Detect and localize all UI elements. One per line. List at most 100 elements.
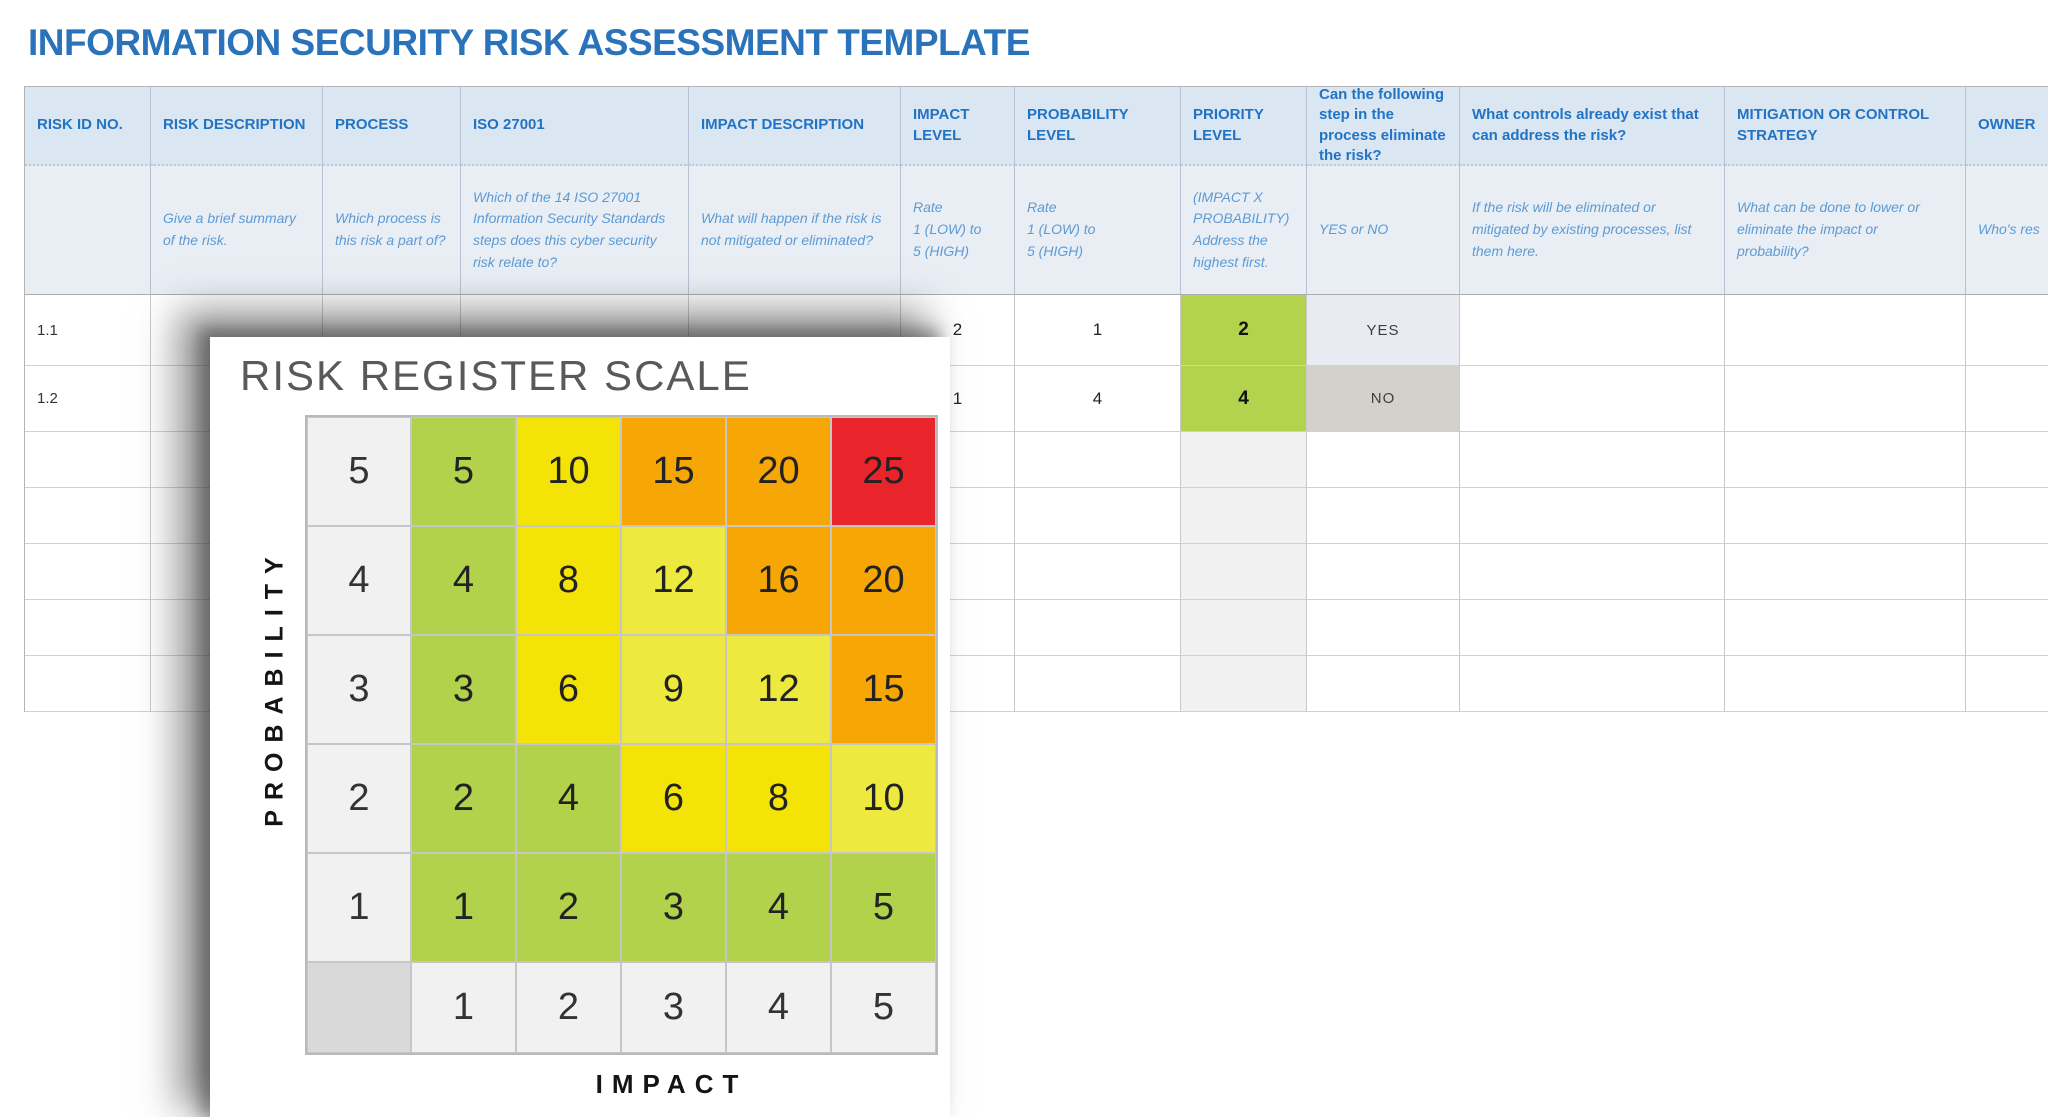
cell-owner[interactable] <box>1966 488 2048 544</box>
column-header-priority_level: PRIORITY LEVEL <box>1181 87 1307 166</box>
matrix-cell-p1-i4: 4 <box>726 853 831 962</box>
matrix-prob-header-5: 5 <box>307 417 411 526</box>
cell-mitigation_strategy[interactable] <box>1725 295 1966 366</box>
column-header-probability_level: PROBABILITY LEVEL <box>1015 87 1181 166</box>
page-title: INFORMATION SECURITY RISK ASSESSMENT TEM… <box>28 22 1030 63</box>
cell-probability_level[interactable] <box>1015 600 1181 656</box>
matrix-impact-axis-4: 4 <box>726 962 831 1053</box>
cell-owner[interactable] <box>1966 295 2048 366</box>
cell-priority_level[interactable]: 2 <box>1181 295 1307 366</box>
matrix-prob-header-2: 2 <box>307 744 411 853</box>
column-description-probability_level: Rate 1 (LOW) to 5 (HIGH) <box>1015 166 1181 295</box>
matrix-cell-p4-i4: 16 <box>726 526 831 635</box>
column-header-mitigation_strategy: MITIGATION OR CONTROL STRATEGY <box>1725 87 1966 166</box>
matrix-corner-cell <box>307 962 411 1053</box>
matrix-prob-header-3: 3 <box>307 635 411 744</box>
cell-mitigation_strategy[interactable] <box>1725 600 1966 656</box>
matrix-cell-p1-i5: 5 <box>831 853 936 962</box>
cell-priority_level[interactable] <box>1181 544 1307 600</box>
cell-existing_controls[interactable] <box>1460 544 1725 600</box>
matrix-impact-axis-2: 2 <box>516 962 621 1053</box>
cell-existing_controls[interactable] <box>1460 600 1725 656</box>
cell-risk_id[interactable] <box>25 656 151 712</box>
cell-probability_level[interactable] <box>1015 544 1181 600</box>
cell-mitigation_strategy[interactable] <box>1725 432 1966 488</box>
column-header-impact_description: IMPACT DESCRIPTION <box>689 87 901 166</box>
column-description-mitigation_strategy: What can be done to lower or eliminate t… <box>1725 166 1966 295</box>
cell-risk_id[interactable]: 1.1 <box>25 295 151 366</box>
cell-owner[interactable] <box>1966 600 2048 656</box>
cell-risk_id[interactable] <box>25 432 151 488</box>
column-header-existing_controls: What controls already exist that can add… <box>1460 87 1725 166</box>
column-description-priority_level: (IMPACT X PROBABILITY) Address the highe… <box>1181 166 1307 295</box>
matrix-impact-axis-3: 3 <box>621 962 726 1053</box>
cell-risk_id[interactable] <box>25 488 151 544</box>
cell-can_step_eliminate[interactable]: YES <box>1307 295 1460 366</box>
matrix-cell-p1-i3: 3 <box>621 853 726 962</box>
cell-mitigation_strategy[interactable] <box>1725 488 1966 544</box>
matrix-cell-p3-i3: 9 <box>621 635 726 744</box>
cell-can_step_eliminate[interactable]: NO <box>1307 366 1460 432</box>
cell-owner[interactable] <box>1966 432 2048 488</box>
cell-existing_controls[interactable] <box>1460 295 1725 366</box>
matrix-cell-p4-i1: 4 <box>411 526 516 635</box>
matrix-cell-p4-i3: 12 <box>621 526 726 635</box>
cell-risk_id[interactable]: 1.2 <box>25 366 151 432</box>
cell-owner[interactable] <box>1966 656 2048 712</box>
cell-can_step_eliminate[interactable] <box>1307 488 1460 544</box>
cell-can_step_eliminate[interactable] <box>1307 432 1460 488</box>
matrix-cell-p2-i2: 4 <box>516 744 621 853</box>
matrix-prob-header-4: 4 <box>307 526 411 635</box>
column-header-owner: OWNER <box>1966 87 2048 166</box>
risk-register-scale-title: RISK REGISTER SCALE <box>240 352 752 399</box>
column-description-risk_id <box>25 166 151 295</box>
matrix-cell-p1-i1: 1 <box>411 853 516 962</box>
column-header-risk_description: RISK DESCRIPTION <box>151 87 323 166</box>
cell-mitigation_strategy[interactable] <box>1725 366 1966 432</box>
risk-register-scale-panel: RISK REGISTER SCALE 5 5 10 15 20 25 4 4 8 12 16 20 3… <box>210 337 950 1117</box>
cell-priority_level[interactable] <box>1181 600 1307 656</box>
column-description-iso_27001: Which of the 14 ISO 27001 Information Se… <box>461 166 689 295</box>
cell-priority_level[interactable] <box>1181 432 1307 488</box>
cell-owner[interactable] <box>1966 366 2048 432</box>
cell-risk_id[interactable] <box>25 544 151 600</box>
cell-probability_level[interactable]: 1 <box>1015 295 1181 366</box>
cell-priority_level[interactable]: 4 <box>1181 366 1307 432</box>
column-description-impact_description: What will happen if the risk is not miti… <box>689 166 901 295</box>
cell-priority_level[interactable] <box>1181 488 1307 544</box>
matrix-cell-p5-i2: 10 <box>516 417 621 526</box>
matrix-cell-p2-i1: 2 <box>411 744 516 853</box>
matrix-cell-p4-i5: 20 <box>831 526 936 635</box>
column-description-existing_controls: If the risk will be eliminated or mitiga… <box>1460 166 1725 295</box>
impact-axis-label: IMPACT <box>595 1069 748 1099</box>
cell-can_step_eliminate[interactable] <box>1307 656 1460 712</box>
cell-existing_controls[interactable] <box>1460 432 1725 488</box>
cell-probability_level[interactable]: 4 <box>1015 366 1181 432</box>
cell-probability_level[interactable] <box>1015 488 1181 544</box>
cell-mitigation_strategy[interactable] <box>1725 544 1966 600</box>
matrix-impact-axis-5: 5 <box>831 962 936 1053</box>
matrix-cell-p2-i5: 10 <box>831 744 936 853</box>
matrix-cell-p5-i5: 25 <box>831 417 936 526</box>
cell-existing_controls[interactable] <box>1460 488 1725 544</box>
column-description-owner: Who's res <box>1966 166 2048 295</box>
matrix-cell-p4-i2: 8 <box>516 526 621 635</box>
matrix-cell-p5-i3: 15 <box>621 417 726 526</box>
cell-probability_level[interactable] <box>1015 656 1181 712</box>
cell-mitigation_strategy[interactable] <box>1725 656 1966 712</box>
cell-owner[interactable] <box>1966 544 2048 600</box>
matrix-impact-axis-1: 1 <box>411 962 516 1053</box>
column-header-can_step_eliminate: Can the following step in the process el… <box>1307 86 1460 166</box>
cell-priority_level[interactable] <box>1181 656 1307 712</box>
cell-risk_id[interactable] <box>25 600 151 656</box>
cell-can_step_eliminate[interactable] <box>1307 600 1460 656</box>
matrix-cell-p3-i2: 6 <box>516 635 621 744</box>
column-header-risk_id: RISK ID NO. <box>25 87 151 166</box>
cell-probability_level[interactable] <box>1015 432 1181 488</box>
matrix-prob-header-1: 1 <box>307 853 411 962</box>
matrix-cell-p3-i4: 12 <box>726 635 831 744</box>
cell-can_step_eliminate[interactable] <box>1307 544 1460 600</box>
cell-existing_controls[interactable] <box>1460 656 1725 712</box>
matrix-cell-p2-i3: 6 <box>621 744 726 853</box>
cell-existing_controls[interactable] <box>1460 366 1725 432</box>
